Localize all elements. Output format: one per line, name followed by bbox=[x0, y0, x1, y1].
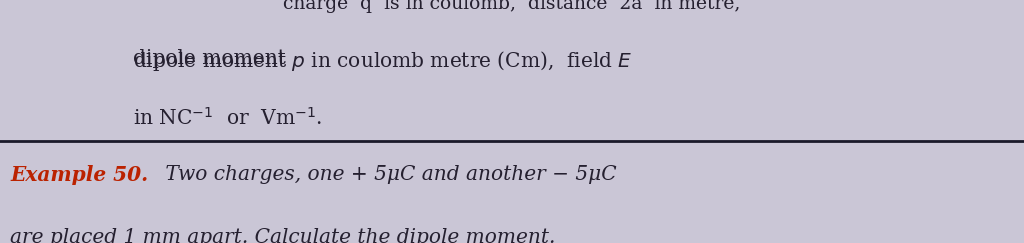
Text: charge  q  is in coulomb,  distance  2a  in metre,: charge q is in coulomb, distance 2a in m… bbox=[284, 0, 740, 13]
Text: are placed 1 mm apart. Calculate the dipole moment.: are placed 1 mm apart. Calculate the dip… bbox=[10, 228, 556, 243]
Text: dipole moment: dipole moment bbox=[133, 49, 293, 68]
Text: dipole moment $p$ in coulomb metre (Cm),  field $E$: dipole moment $p$ in coulomb metre (Cm),… bbox=[133, 49, 633, 73]
Text: Example 50.: Example 50. bbox=[10, 165, 148, 185]
Text: in NC$^{-1}$  or  Vm$^{-1}$.: in NC$^{-1}$ or Vm$^{-1}$. bbox=[133, 107, 323, 129]
Text: Two charges, one + 5μC and another − 5μC: Two charges, one + 5μC and another − 5μC bbox=[159, 165, 616, 184]
